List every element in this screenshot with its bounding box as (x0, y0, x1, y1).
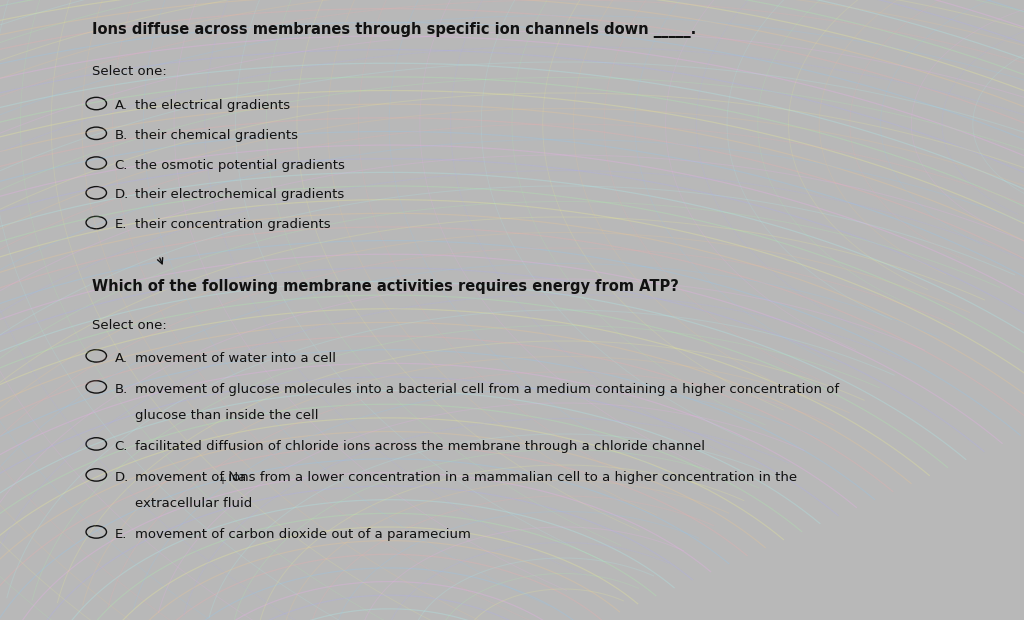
Text: Select one:: Select one: (92, 65, 167, 78)
Text: glucose than inside the cell: glucose than inside the cell (135, 409, 318, 422)
Text: C.: C. (115, 440, 128, 453)
Text: A.: A. (115, 99, 128, 112)
Text: their chemical gradients: their chemical gradients (135, 129, 298, 142)
Text: their concentration gradients: their concentration gradients (135, 218, 331, 231)
Text: movement of water into a cell: movement of water into a cell (135, 352, 336, 365)
Text: B.: B. (115, 129, 128, 142)
Text: E.: E. (115, 528, 127, 541)
Text: the electrical gradients: the electrical gradients (135, 99, 290, 112)
Text: Which of the following membrane activities requires energy from ATP?: Which of the following membrane activiti… (92, 279, 679, 294)
Text: movement of Na: movement of Na (135, 471, 247, 484)
Text: movement of carbon dioxide out of a paramecium: movement of carbon dioxide out of a para… (135, 528, 471, 541)
Text: B.: B. (115, 383, 128, 396)
Text: movement of glucose molecules into a bacterial cell from a medium containing a h: movement of glucose molecules into a bac… (135, 383, 840, 396)
Text: extracellular fluid: extracellular fluid (135, 497, 253, 510)
Text: Ions diffuse across membranes through specific ion channels down _____.: Ions diffuse across membranes through sp… (92, 22, 696, 38)
Text: E.: E. (115, 218, 127, 231)
Text: their electrochemical gradients: their electrochemical gradients (135, 188, 344, 202)
Text: D.: D. (115, 471, 129, 484)
Text: the osmotic potential gradients: the osmotic potential gradients (135, 159, 345, 172)
Text: ions from a lower concentration in a mammalian cell to a higher concentration in: ions from a lower concentration in a mam… (224, 471, 797, 484)
Text: D.: D. (115, 188, 129, 202)
Text: C.: C. (115, 159, 128, 172)
Text: A.: A. (115, 352, 128, 365)
Text: +: + (218, 476, 225, 485)
Text: facilitated diffusion of chloride ions across the membrane through a chloride ch: facilitated diffusion of chloride ions a… (135, 440, 706, 453)
Text: Select one:: Select one: (92, 319, 167, 332)
